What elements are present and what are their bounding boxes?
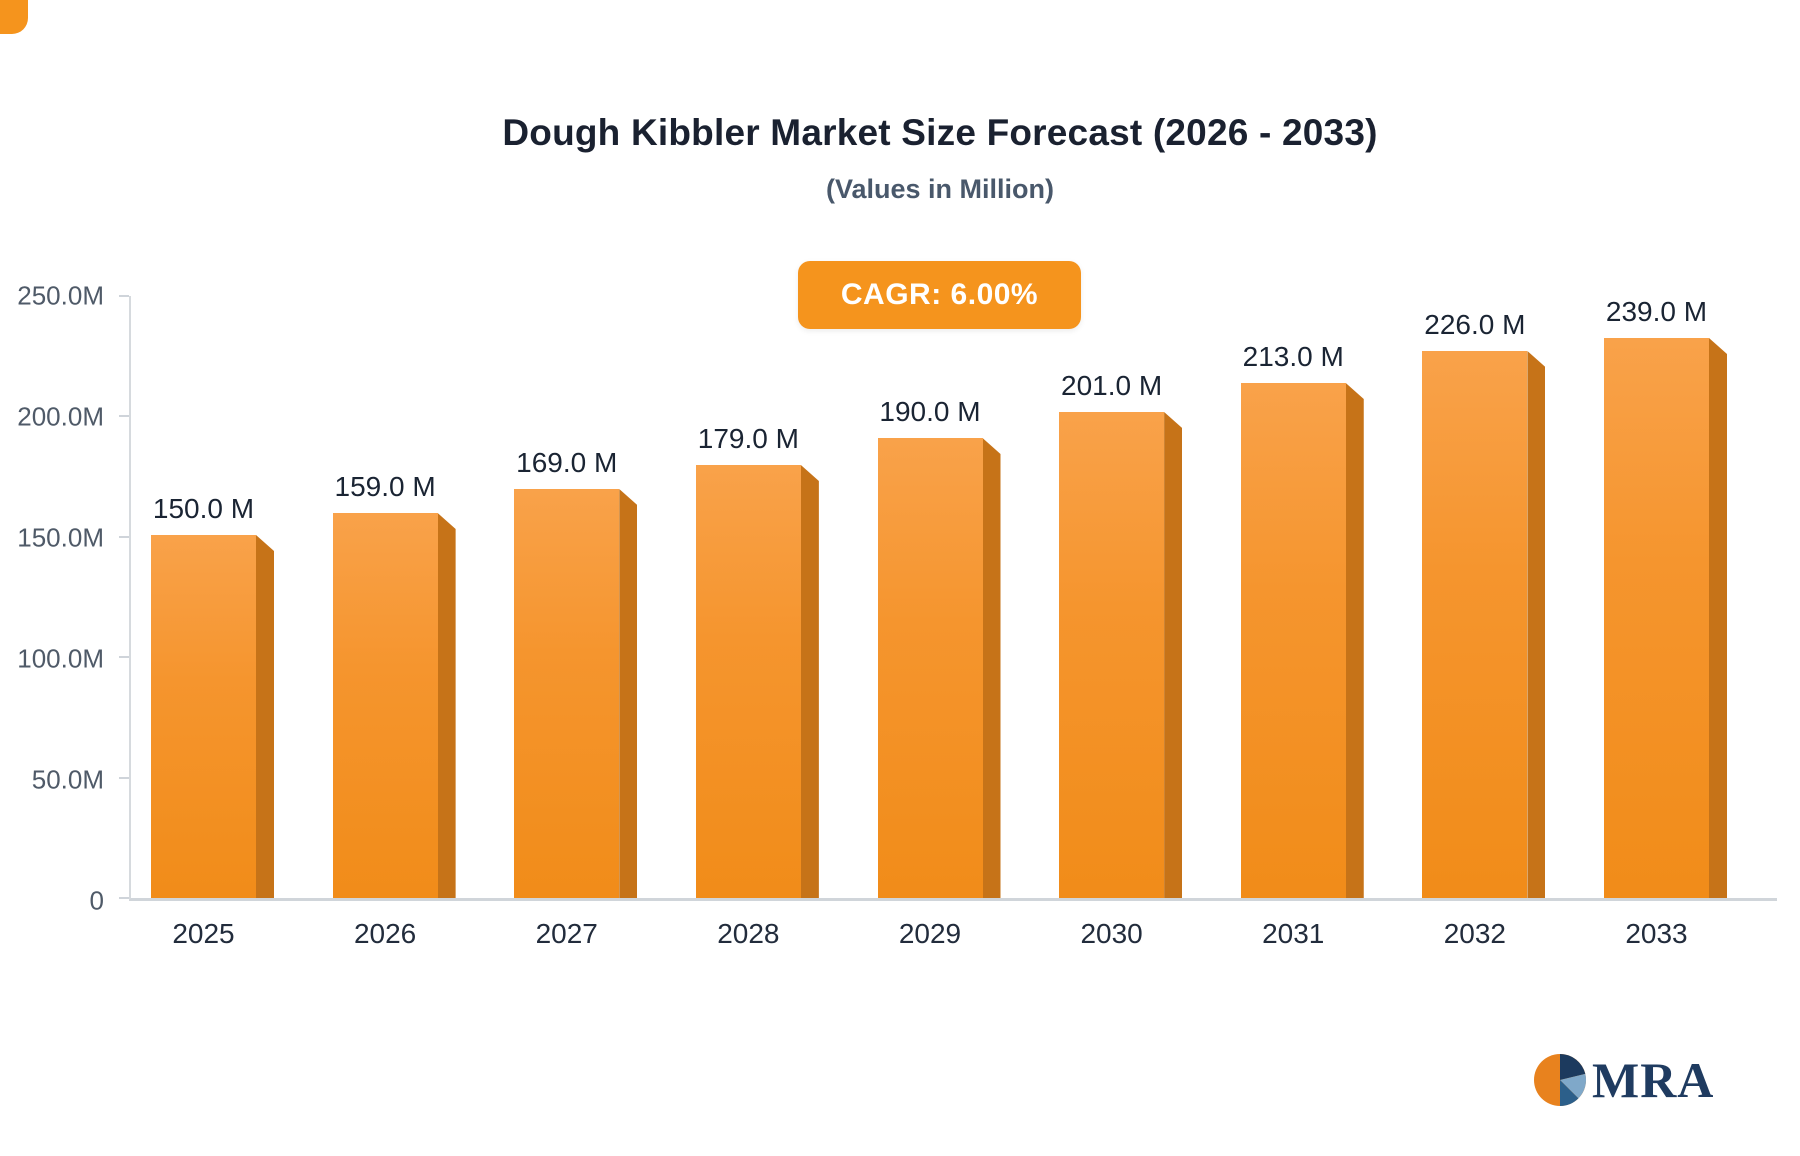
y-axis: 250.0M 200.0M 150.0M 100.0M 50.0M 0 [0, 281, 104, 916]
bar-side-face [1527, 351, 1546, 898]
x-axis-label: 2027 [535, 918, 598, 949]
bar-value-label: 190.0 M [879, 396, 981, 427]
brand-logo: MRA [1532, 1052, 1714, 1108]
bar-value-label: 226.0 M [1424, 309, 1526, 340]
bar-2028[interactable] [695, 465, 819, 898]
logo-pie-icon [1534, 1054, 1587, 1106]
bar-front-face [1604, 338, 1709, 898]
bar-group-2033: 239.0 M 2033 [1604, 296, 1727, 949]
bar-front-face [695, 465, 801, 898]
bar-side-face [437, 513, 456, 898]
y-axis-tick [119, 295, 129, 297]
y-axis-label: 250.0M [17, 280, 104, 311]
x-axis-label: 2031 [1262, 918, 1325, 949]
bar-group-2032: 226.0 M 2032 [1422, 296, 1546, 949]
bar-value-label: 169.0 M [516, 447, 618, 478]
x-axis-label: 2026 [353, 918, 417, 949]
bar-2027[interactable] [514, 489, 638, 898]
bar-side-face [1709, 338, 1727, 898]
bar-group-2031: 213.0 M 2031 [1240, 296, 1364, 949]
bar-2029[interactable] [877, 438, 1001, 898]
chart-title: Dough Kibbler Market Size Forecast (2026… [502, 112, 1378, 153]
bar-value-label: 179.0 M [697, 423, 799, 454]
bar-2025[interactable] [151, 535, 274, 898]
bar-side-face [619, 489, 638, 898]
x-axis-label: 2028 [717, 918, 780, 949]
y-axis-label: 100.0M [17, 643, 104, 674]
bar-2032[interactable] [1422, 351, 1546, 898]
bar-group-2028: 179.0 M 2028 [695, 296, 819, 949]
y-axis-tick [119, 535, 129, 538]
x-axis-label: 2025 [172, 918, 235, 949]
bar-value-label: 201.0 M [1061, 370, 1163, 401]
x-axis-label: 2032 [1443, 918, 1507, 949]
bar-value-label: 150.0 M [152, 493, 255, 524]
bar-group-2027: 169.0 M 2027 [514, 296, 638, 949]
bar-group-2026: 159.0 M 2026 [332, 296, 456, 949]
bar-side-face [800, 465, 819, 898]
bar-side-face [982, 438, 1001, 898]
x-axis-label: 2030 [1080, 918, 1143, 949]
bar-front-face [1422, 351, 1528, 898]
y-axis-tick [119, 415, 129, 418]
bar-front-face [877, 438, 983, 898]
bar-group-2029: 190.0 M 2029 [877, 296, 1001, 949]
bar-value-label: 213.0 M [1242, 341, 1344, 372]
corner-accent [0, 0, 28, 34]
bar-2031[interactable] [1240, 383, 1364, 898]
y-axis-label: 50.0M [31, 764, 104, 795]
bar-side-face [256, 535, 274, 898]
bar-side-face [1345, 383, 1364, 898]
bar-2033[interactable] [1604, 338, 1727, 898]
y-axis-label: 200.0M [17, 401, 104, 432]
chart-subtitle: (Values in Million) [825, 174, 1055, 204]
bar-chart-plot-area: 150.0 M 2025 159.0 M 2026 169.0 M 2027 179.0 M… [119, 295, 1777, 949]
bar-value-label: 159.0 M [334, 471, 436, 502]
x-axis-label: 2033 [1625, 918, 1688, 949]
bar-front-face [151, 535, 256, 898]
bar-group-2025: 150.0 M 2025 [151, 296, 274, 949]
bar-value-label: 239.0 M [1605, 296, 1708, 327]
x-axis-label: 2029 [898, 918, 962, 949]
bar-group-2030: 201.0 M 2030 [1059, 296, 1183, 949]
bar-front-face [514, 489, 620, 898]
bar-2026[interactable] [332, 513, 456, 898]
y-axis-tick [119, 897, 129, 899]
y-axis-label: 0 [89, 885, 104, 916]
cagr-badge: CAGR: 6.00% [798, 261, 1081, 329]
bar-front-face [1240, 383, 1346, 898]
logo-text: MRA [1592, 1052, 1715, 1108]
y-axis-tick [119, 656, 129, 659]
y-axis-label: 150.0M [17, 522, 104, 553]
bar-front-face [332, 513, 438, 898]
y-axis-tick [119, 776, 129, 779]
bar-side-face [1164, 412, 1183, 898]
bar-2030[interactable] [1059, 412, 1183, 898]
bar-front-face [1059, 412, 1165, 898]
